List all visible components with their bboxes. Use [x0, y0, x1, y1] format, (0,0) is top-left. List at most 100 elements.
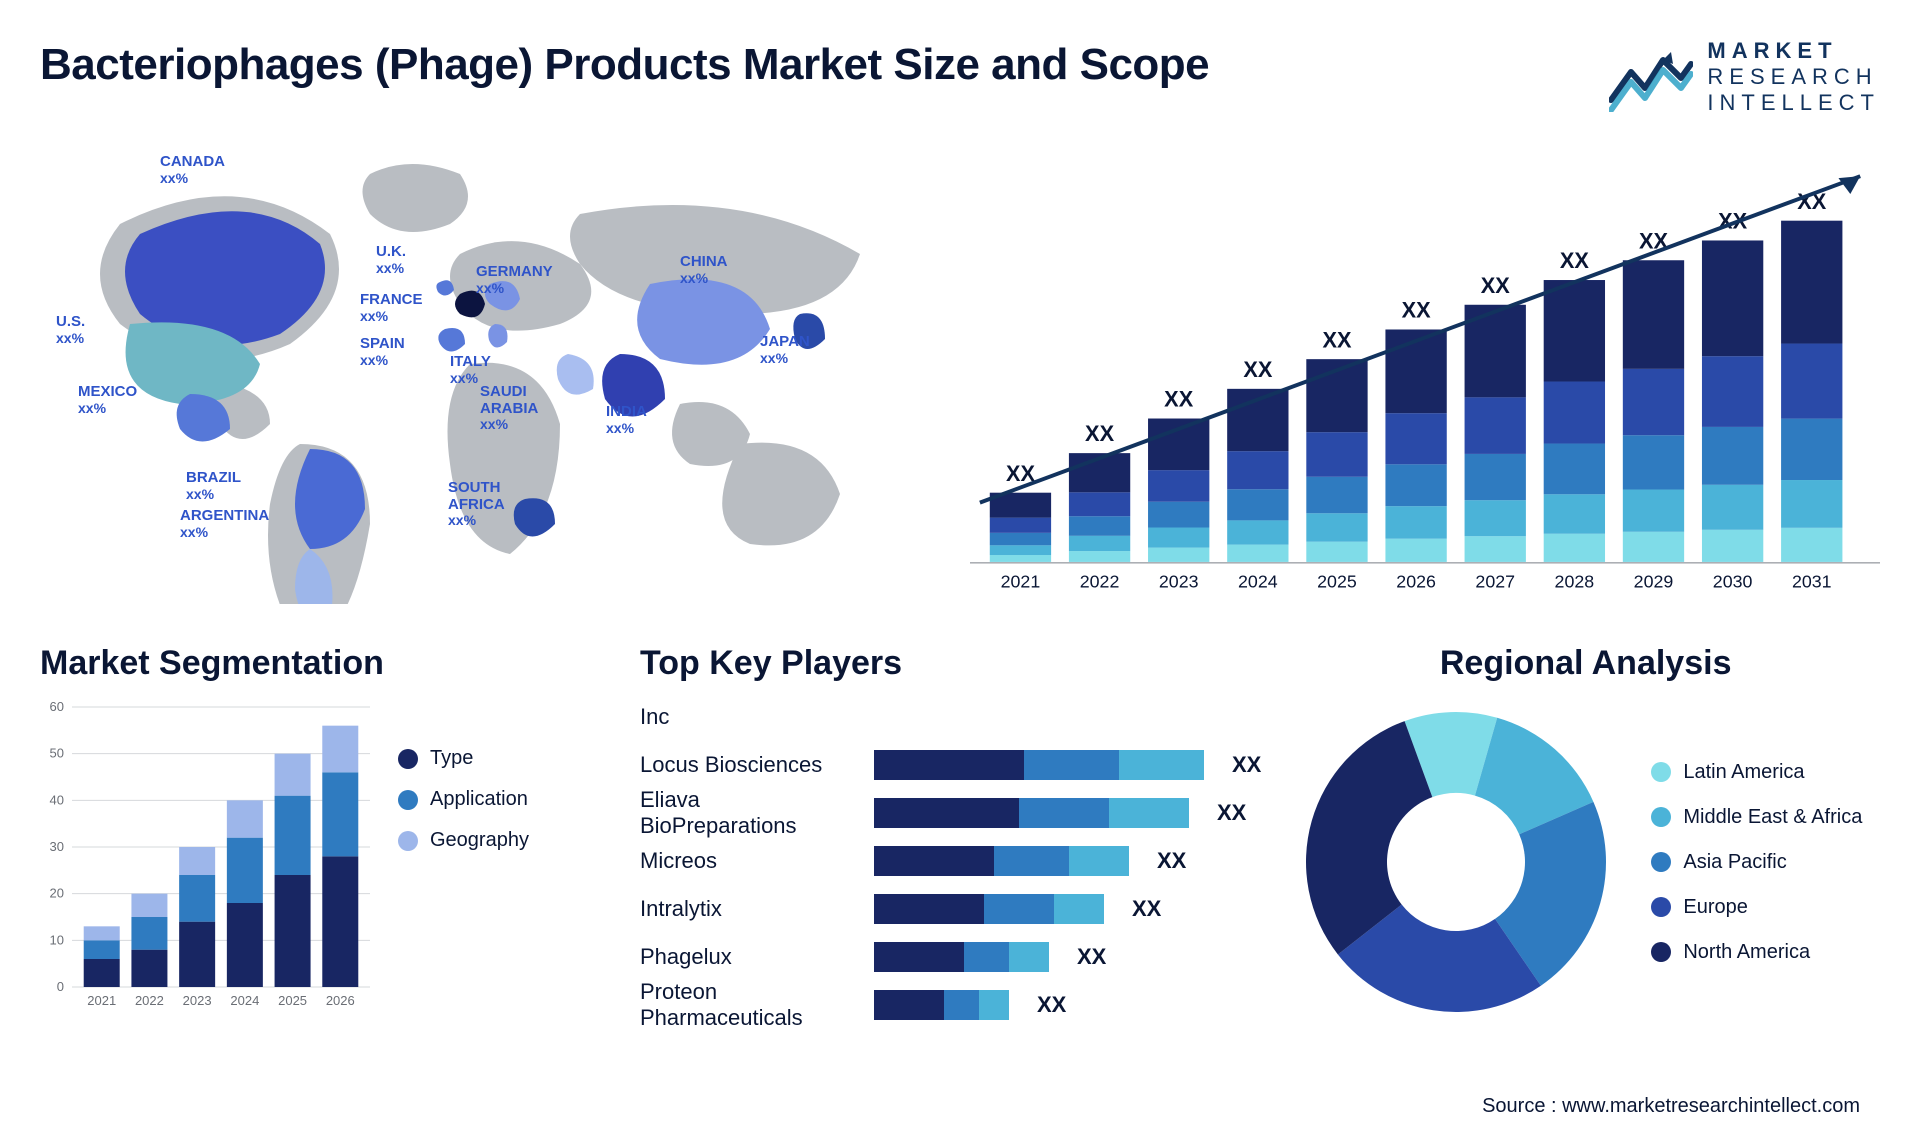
segmentation-legend-item: Type: [398, 747, 529, 770]
svg-text:50: 50: [50, 746, 64, 761]
player-bar: [874, 798, 1189, 828]
svg-text:2027: 2027: [1475, 572, 1515, 592]
legend-label: North America: [1683, 941, 1810, 964]
growth-chart: XX2021XX2022XX2023XX2024XX2025XX2026XX20…: [970, 144, 1880, 604]
player-row: Proteon PharmaceuticalsXX: [640, 985, 1261, 1025]
player-bar-segment: [994, 846, 1069, 876]
legend-label: Application: [430, 788, 528, 811]
legend-label: Asia Pacific: [1683, 851, 1786, 874]
player-bar-segment: [874, 990, 944, 1020]
player-name: Locus Biosciences: [640, 752, 860, 778]
svg-text:2024: 2024: [1238, 572, 1278, 592]
svg-text:2026: 2026: [1396, 572, 1436, 592]
player-bar-segment: [1109, 798, 1189, 828]
player-value: XX: [1217, 800, 1246, 826]
player-bar-segment: [1119, 750, 1204, 780]
svg-text:2028: 2028: [1555, 572, 1595, 592]
segmentation-legend-item: Geography: [398, 829, 529, 852]
player-bar-segment: [874, 894, 984, 924]
player-bar-segment: [874, 750, 1024, 780]
player-row: Micreos XX: [640, 841, 1261, 881]
logo-text-1: MARKET: [1707, 40, 1880, 62]
svg-text:XX: XX: [1560, 248, 1590, 273]
player-row: Locus BiosciencesXX: [640, 745, 1261, 785]
logo-icon: [1609, 42, 1693, 112]
segmentation-legend: Type Application Geography: [398, 747, 529, 1017]
player-bar-segment: [1009, 942, 1049, 972]
map-country-label: SAUDIARABIAxx%: [480, 384, 538, 432]
svg-text:XX: XX: [1085, 421, 1115, 446]
svg-text:2030: 2030: [1713, 572, 1753, 592]
player-bar-segment: [984, 894, 1054, 924]
player-row: Inc: [640, 697, 1261, 737]
svg-text:30: 30: [50, 839, 64, 854]
map-country-label: FRANCExx%: [360, 292, 423, 324]
legend-swatch: [1651, 942, 1671, 962]
map-country-label: MEXICOxx%: [78, 384, 137, 416]
svg-text:XX: XX: [1322, 327, 1352, 352]
player-row: Phagelux XX: [640, 937, 1261, 977]
map-country-label: U.S.xx%: [56, 314, 85, 346]
legend-swatch: [1651, 762, 1671, 782]
legend-label: Europe: [1683, 896, 1748, 919]
svg-text:XX: XX: [1481, 273, 1511, 298]
svg-text:XX: XX: [1164, 387, 1194, 412]
page-title: Bacteriophages (Phage) Products Market S…: [40, 40, 1209, 90]
svg-text:2022: 2022: [135, 993, 164, 1008]
svg-text:2021: 2021: [1001, 572, 1041, 592]
key-players-title: Top Key Players: [640, 644, 1261, 683]
map-country-label: ARGENTINAxx%: [180, 508, 269, 540]
player-bar-segment: [964, 942, 1009, 972]
regional-section: Regional Analysis Latin America Middle Ea…: [1291, 644, 1880, 1064]
player-name: Inc: [640, 704, 860, 730]
legend-swatch: [1651, 807, 1671, 827]
player-bar-segment: [1019, 798, 1109, 828]
player-bar-segment: [874, 798, 1019, 828]
player-value: XX: [1037, 992, 1066, 1018]
legend-swatch: [398, 749, 418, 769]
legend-swatch: [1651, 897, 1671, 917]
svg-text:10: 10: [50, 932, 64, 947]
svg-text:2031: 2031: [1792, 572, 1832, 592]
growth-chart-svg: XX2021XX2022XX2023XX2024XX2025XX2026XX20…: [970, 144, 1880, 604]
legend-label: Latin America: [1683, 761, 1804, 784]
legend-swatch: [398, 790, 418, 810]
player-bar: [874, 990, 1009, 1020]
segmentation-section: Market Segmentation 01020304050602021202…: [40, 644, 610, 1064]
svg-text:2026: 2026: [326, 993, 355, 1008]
svg-text:2021: 2021: [87, 993, 116, 1008]
player-name: Phagelux: [640, 944, 860, 970]
svg-text:2025: 2025: [278, 993, 307, 1008]
player-row: Eliava BioPreparationsXX: [640, 793, 1261, 833]
map-country-label: JAPANxx%: [760, 334, 810, 366]
regional-title: Regional Analysis: [1291, 644, 1880, 683]
player-value: XX: [1157, 848, 1186, 874]
legend-label: Geography: [430, 829, 529, 852]
player-name: Micreos: [640, 848, 860, 874]
regional-legend: Latin America Middle East & Africa Asia Pa…: [1651, 761, 1862, 964]
map-country-label: CANADAxx%: [160, 154, 225, 186]
key-players-list: IncLocus BiosciencesXXEliava BioPreparat…: [640, 697, 1261, 1025]
logo-text-2: RESEARCH: [1707, 66, 1880, 88]
player-bar: [874, 846, 1129, 876]
svg-text:2024: 2024: [230, 993, 259, 1008]
svg-text:40: 40: [50, 792, 64, 807]
regional-legend-item: Europe: [1651, 896, 1862, 919]
player-bar-segment: [874, 846, 994, 876]
world-map: CANADAxx%U.S.xx%MEXICOxx%BRAZILxx%ARGENT…: [40, 144, 940, 604]
regional-legend-item: North America: [1651, 941, 1862, 964]
player-bar: [874, 894, 1104, 924]
player-value: XX: [1077, 944, 1106, 970]
player-name: Intralytix: [640, 896, 860, 922]
segmentation-title: Market Segmentation: [40, 644, 610, 683]
player-value: XX: [1132, 896, 1161, 922]
regional-donut: [1291, 697, 1621, 1027]
regional-legend-item: Asia Pacific: [1651, 851, 1862, 874]
player-bar-segment: [1024, 750, 1119, 780]
svg-text:XX: XX: [1402, 298, 1432, 323]
svg-text:2025: 2025: [1317, 572, 1357, 592]
svg-text:60: 60: [50, 699, 64, 714]
player-name: Proteon Pharmaceuticals: [640, 979, 860, 1031]
map-country-label: INDIAxx%: [606, 404, 647, 436]
regional-legend-item: Middle East & Africa: [1651, 806, 1862, 829]
